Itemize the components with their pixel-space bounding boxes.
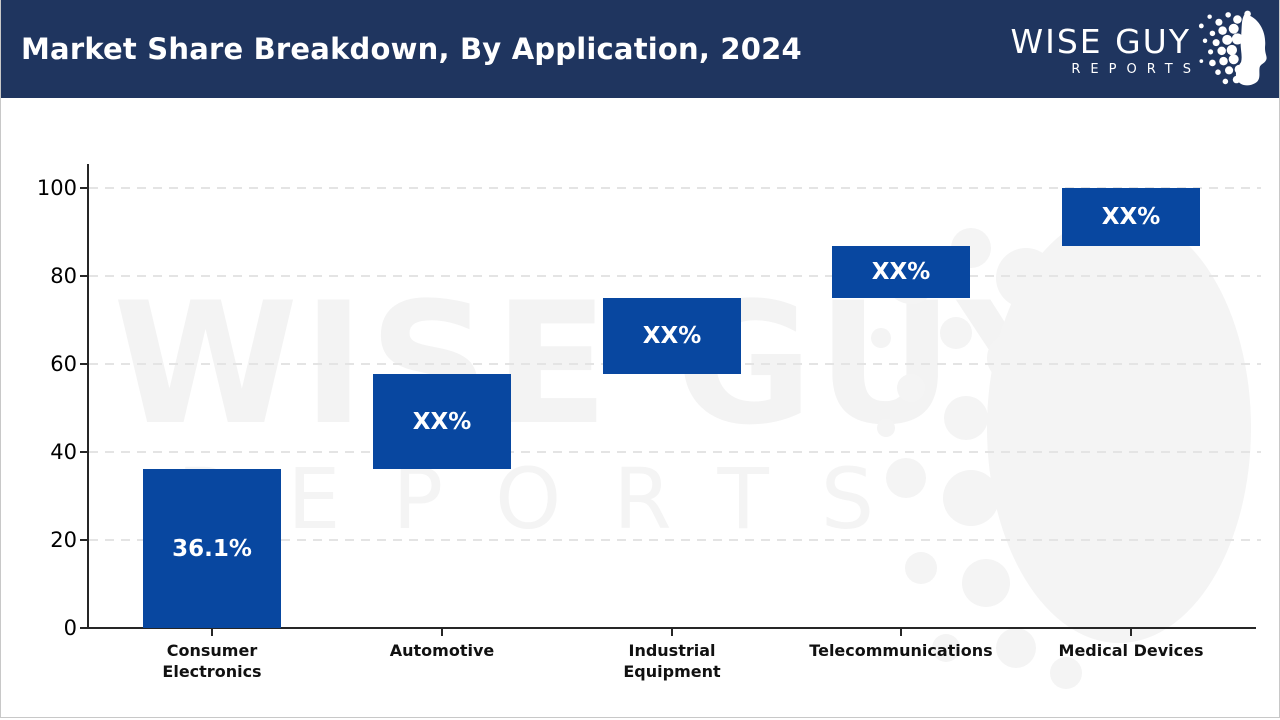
y-tick-mark bbox=[80, 187, 88, 189]
x-axis-line bbox=[87, 627, 1256, 629]
x-tick-mark bbox=[671, 629, 673, 636]
watermark-subtitle: REPORTS bbox=[177, 450, 927, 548]
logo-wordmark: WISE GUY bbox=[1010, 21, 1191, 61]
x-tick-mark bbox=[441, 629, 443, 636]
wiseguy-face-icon bbox=[1198, 10, 1267, 86]
plot-area: 0 20 40 60 80 100 36.1% Consumer Electronics XX%… bbox=[1, 98, 1279, 717]
y-tick-label: 20 bbox=[50, 528, 77, 552]
y-tick-label: 40 bbox=[50, 440, 77, 464]
watermark-face-icon bbox=[871, 213, 1251, 689]
x-category-label: Automotive bbox=[389, 641, 495, 660]
x-category-label: Industrial Equipment bbox=[623, 641, 721, 681]
y-tick-mark bbox=[80, 627, 88, 629]
y-tick-mark bbox=[80, 451, 88, 453]
logo-subtitle: REPORTS bbox=[1071, 61, 1201, 77]
bar-value-label: XX% bbox=[642, 323, 702, 350]
waterfall-bar-1: 36.1% bbox=[143, 469, 281, 628]
x-category-label: Telecommunications bbox=[809, 641, 993, 660]
y-axis-line bbox=[87, 164, 89, 629]
bar-value-label: XX% bbox=[871, 259, 931, 286]
waterfall-bar-3: XX% bbox=[603, 298, 741, 375]
bar-value-label: XX% bbox=[1101, 204, 1161, 231]
header: Market Share Breakdown, By Application, … bbox=[1, 0, 1279, 98]
chart-canvas: WISE GUY REPORTS 0 20 40 60 80 100 36.1% Consum… bbox=[1, 98, 1279, 717]
gridline-40 bbox=[89, 451, 1261, 453]
gridline-20 bbox=[89, 539, 1261, 541]
y-tick-label: 60 bbox=[50, 352, 77, 376]
waterfall-bar-2: XX% bbox=[373, 374, 511, 470]
waterfall-bar-5: XX% bbox=[1062, 188, 1200, 247]
x-category-label: Medical Devices bbox=[1058, 641, 1204, 660]
x-category-label: Consumer Electronics bbox=[162, 641, 262, 681]
bar-value-label: XX% bbox=[412, 408, 472, 435]
y-tick-mark bbox=[80, 363, 88, 365]
logo-text: WISE GUY REPORTS bbox=[1010, 21, 1191, 77]
y-tick-mark bbox=[80, 539, 88, 541]
gridline-100 bbox=[89, 187, 1261, 189]
x-tick-mark bbox=[211, 629, 213, 636]
y-tick-label: 80 bbox=[50, 264, 77, 288]
y-tick-label: 100 bbox=[36, 176, 77, 200]
gridline-80 bbox=[89, 275, 1261, 277]
x-tick-mark bbox=[900, 629, 902, 636]
x-tick-mark bbox=[1130, 629, 1132, 636]
y-tick-label: 0 bbox=[63, 616, 77, 640]
wiseguy-logo: WISE GUY REPORTS bbox=[1010, 8, 1267, 92]
page-title: Market Share Breakdown, By Application, … bbox=[21, 32, 802, 66]
bar-value-label: 36.1% bbox=[172, 535, 252, 562]
y-tick-mark bbox=[80, 275, 88, 277]
waterfall-bar-4: XX% bbox=[832, 246, 970, 298]
